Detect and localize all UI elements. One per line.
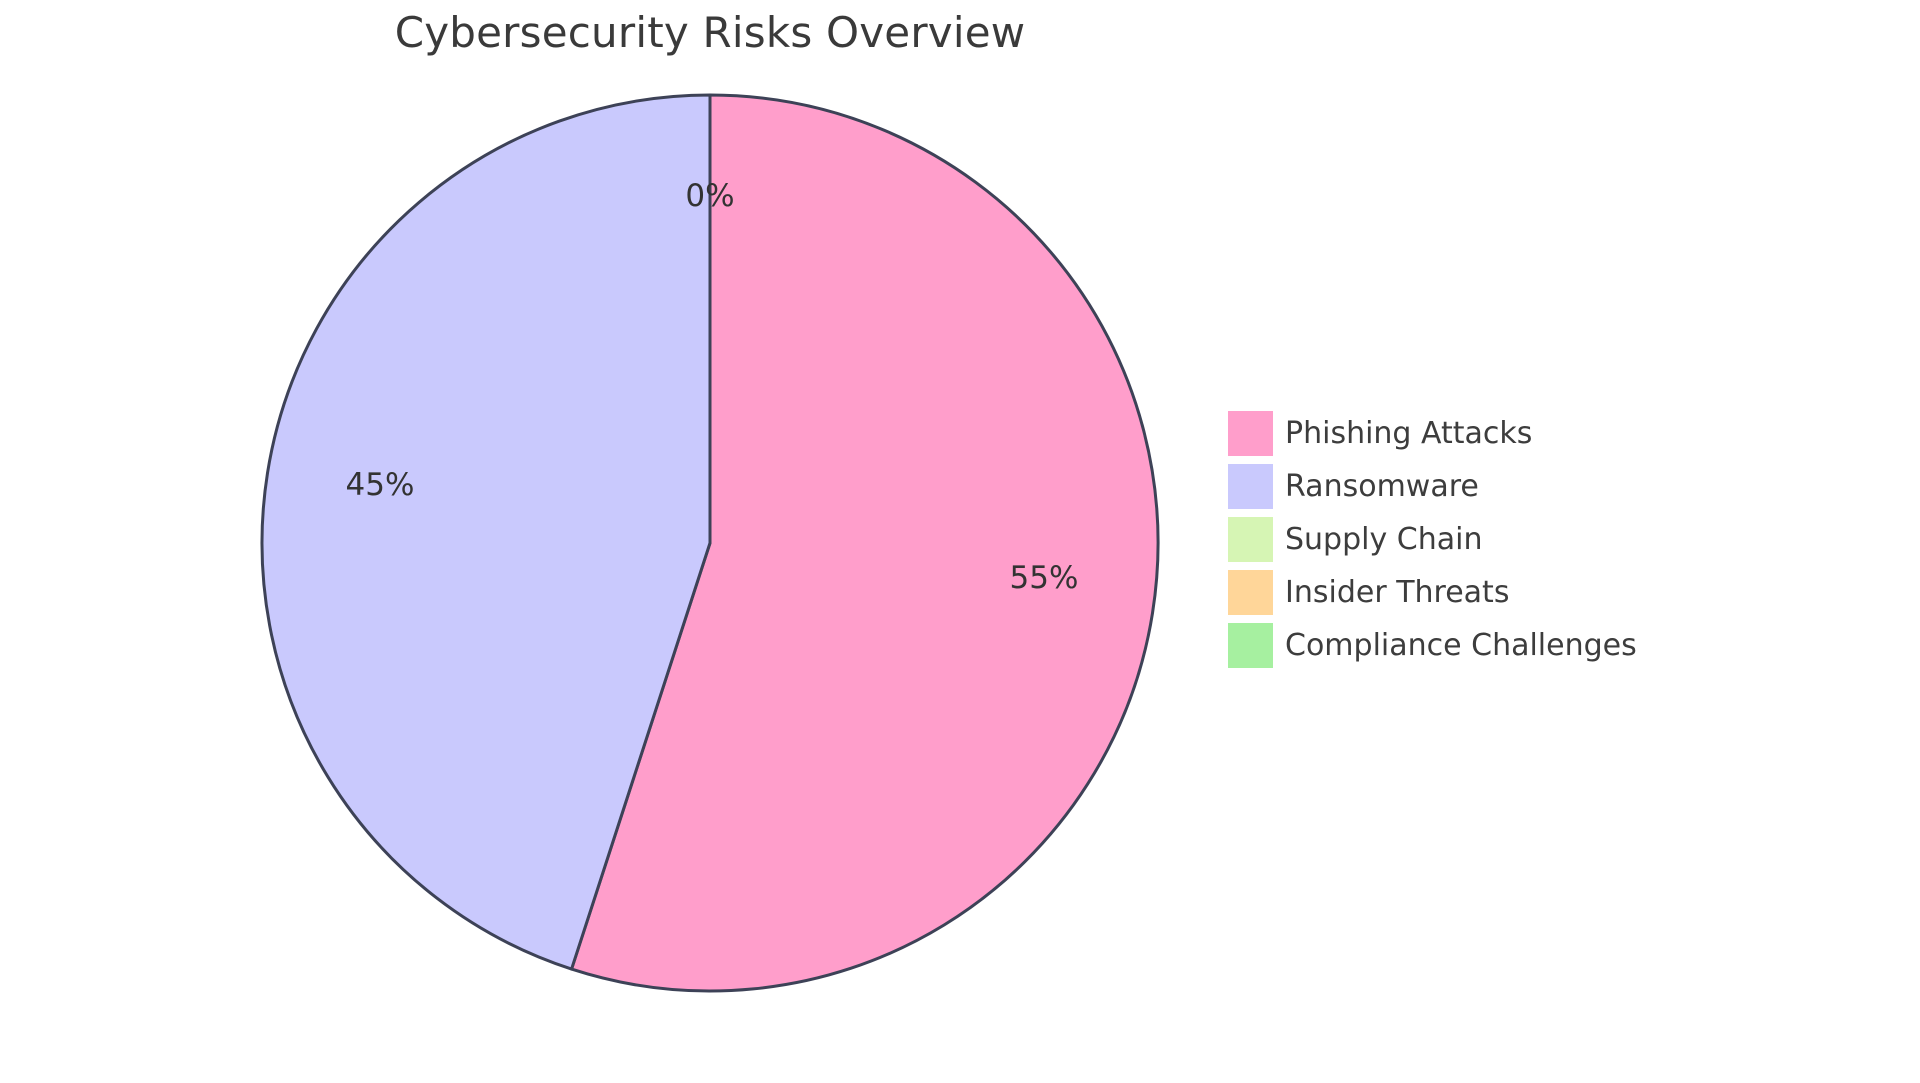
legend-item-label: Compliance Challenges — [1285, 627, 1637, 663]
pie-slice-label-ransomware: 45% — [345, 467, 415, 503]
legend-item-label: Insider Threats — [1285, 574, 1510, 610]
legend-item-label: Supply Chain — [1285, 521, 1483, 557]
pie-chart-svg — [260, 93, 1160, 993]
legend-swatch-icon — [1228, 411, 1273, 456]
legend-item[interactable]: Ransomware — [1228, 460, 1637, 513]
legend-item[interactable]: Compliance Challenges — [1228, 619, 1637, 672]
legend-swatch-icon — [1228, 517, 1273, 562]
legend-swatch-icon — [1228, 570, 1273, 615]
chart-legend: Phishing Attacks Ransomware Supply Chain In… — [1228, 407, 1637, 672]
legend-item-label: Phishing Attacks — [1285, 415, 1533, 451]
pie-slice-label-phishing: 55% — [1009, 560, 1079, 596]
legend-item[interactable]: Insider Threats — [1228, 566, 1637, 619]
pie-chart-plot-area: 0% 55% 45% — [260, 93, 1160, 993]
pie-slice[interactable] — [260, 93, 712, 971]
pie-slices-group — [260, 93, 1160, 993]
page-title: Cybersecurity Risks Overview — [394, 8, 1026, 57]
legend-swatch-icon — [1228, 623, 1273, 668]
legend-item[interactable]: Supply Chain — [1228, 513, 1637, 566]
legend-swatch-icon — [1228, 464, 1273, 509]
legend-item-label: Ransomware — [1285, 468, 1479, 504]
pie-slice[interactable] — [570, 93, 1160, 993]
pie-slice-label-top: 0% — [685, 178, 735, 214]
legend-item[interactable]: Phishing Attacks — [1228, 407, 1637, 460]
